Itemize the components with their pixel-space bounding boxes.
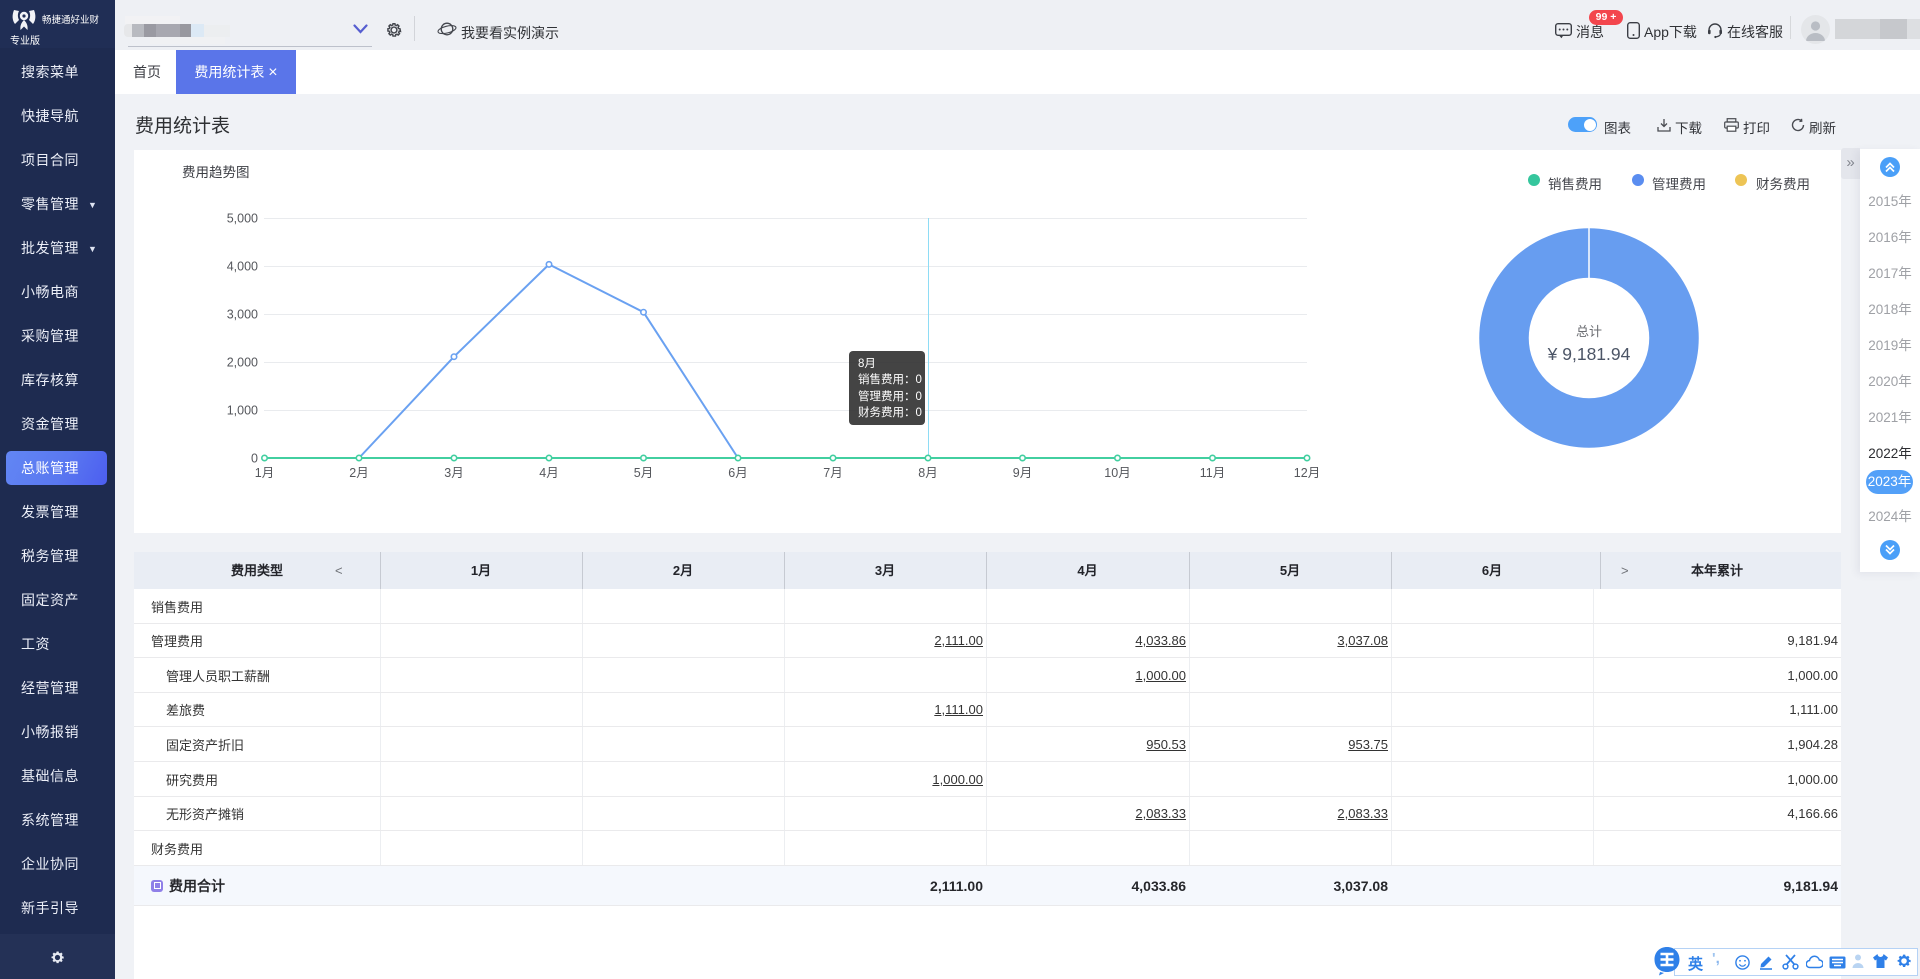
svg-text:2,000: 2,000 xyxy=(227,356,258,370)
svg-text:8月: 8月 xyxy=(918,466,937,480)
svg-text:3,000: 3,000 xyxy=(227,308,258,322)
svg-text:4,000: 4,000 xyxy=(227,260,258,274)
svg-text:12月: 12月 xyxy=(1294,466,1320,480)
svg-text:11月: 11月 xyxy=(1200,466,1225,480)
svg-text:7月: 7月 xyxy=(823,466,842,480)
svg-text:3月: 3月 xyxy=(444,466,463,480)
svg-text:6月: 6月 xyxy=(728,466,747,480)
svg-text:9月: 9月 xyxy=(1013,466,1032,480)
svg-text:2月: 2月 xyxy=(349,466,368,480)
svg-text:5,000: 5,000 xyxy=(227,212,258,226)
svg-text:总计: 总计 xyxy=(1576,324,1602,339)
svg-text:10月: 10月 xyxy=(1104,466,1130,480)
svg-text:1月: 1月 xyxy=(255,466,274,480)
svg-text:¥ 9,181.94: ¥ 9,181.94 xyxy=(1547,344,1631,364)
svg-text:4月: 4月 xyxy=(539,466,558,480)
svg-text:5月: 5月 xyxy=(634,466,653,480)
svg-text:0: 0 xyxy=(251,452,258,466)
svg-text:1,000: 1,000 xyxy=(227,404,258,418)
